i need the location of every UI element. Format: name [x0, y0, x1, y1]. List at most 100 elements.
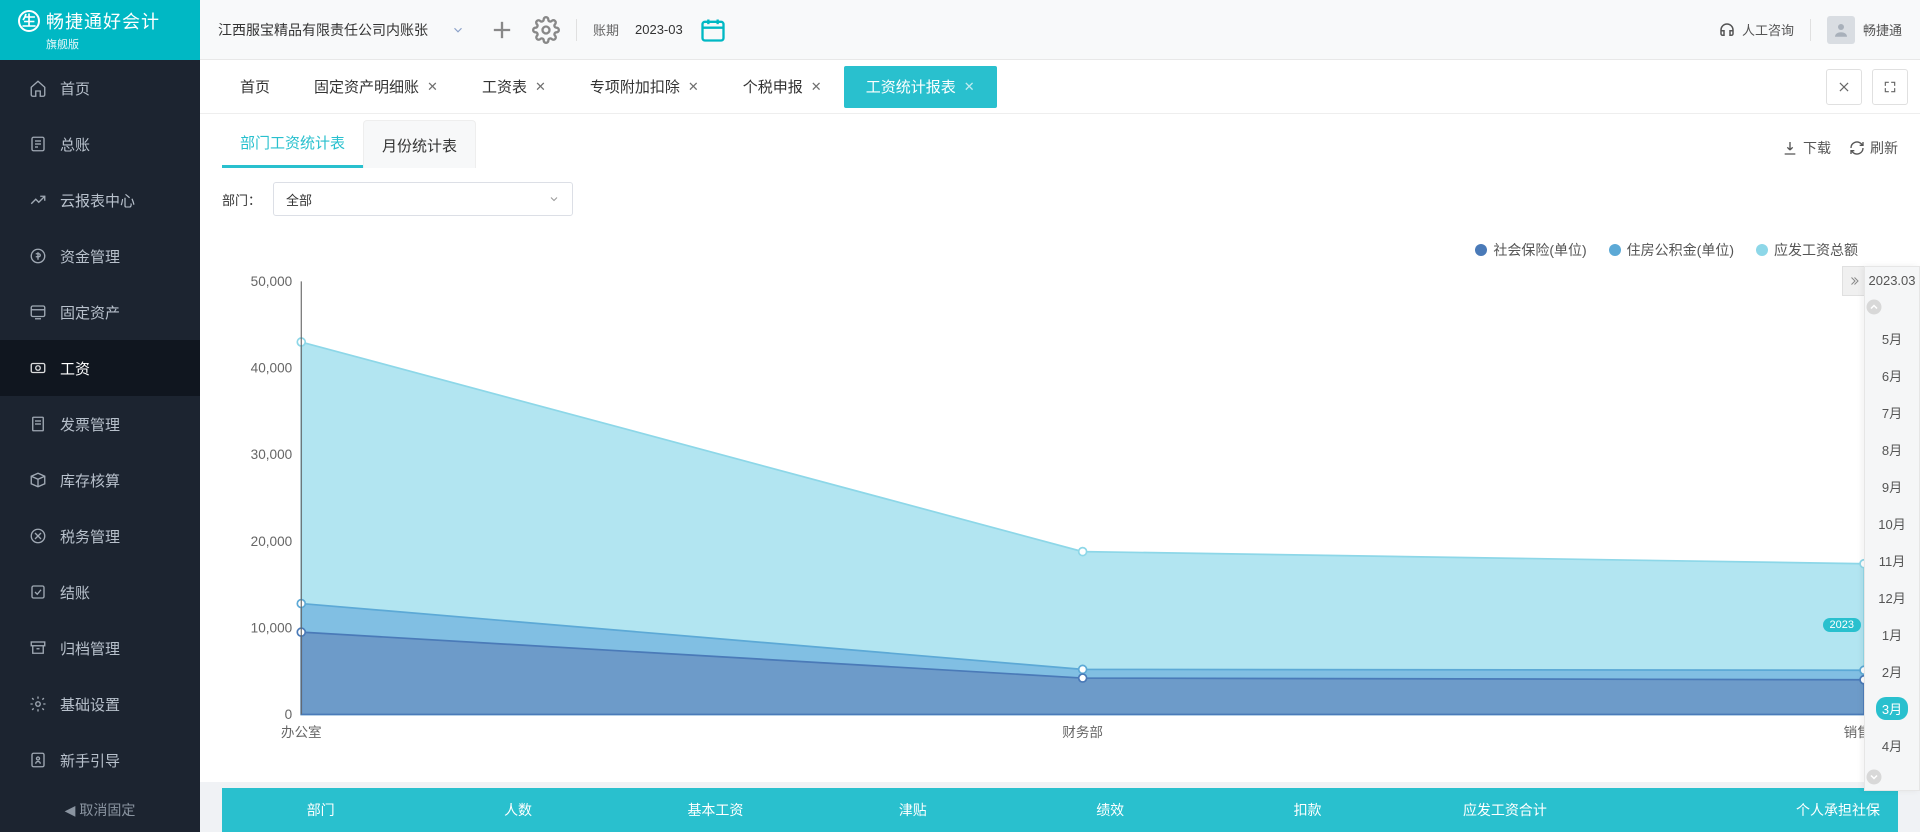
- sidebar-item-close[interactable]: 结账: [0, 564, 200, 620]
- month-item[interactable]: 4月: [1865, 727, 1919, 764]
- month-item[interactable]: 2月: [1865, 653, 1919, 690]
- sidebar-item-asset[interactable]: 固定资产: [0, 284, 200, 340]
- sidebar-item-inventory[interactable]: 库存核算: [0, 452, 200, 508]
- table-header-cell: 应发工资合计: [1406, 800, 1603, 820]
- table-header-cell: 津贴: [814, 800, 1011, 820]
- month-item[interactable]: 8月: [1865, 431, 1919, 468]
- subtab-月份统计表[interactable]: 月份统计表: [363, 120, 476, 168]
- legend-item[interactable]: 应发工资总额: [1756, 240, 1858, 260]
- sidebar-item-label: 税务管理: [60, 526, 120, 547]
- tab-close-icon[interactable]: ✕: [964, 79, 975, 95]
- brand-block: 生 畅捷通好会计 旗舰版: [0, 0, 200, 60]
- main-area: 江西服宝精品有限责任公司内账张 账期 2023-03 人工咨询: [200, 0, 1920, 832]
- tab-工资表[interactable]: 工资表 ✕: [460, 66, 568, 108]
- refresh-button[interactable]: 刷新: [1849, 138, 1898, 158]
- fullscreen-button[interactable]: [1872, 69, 1908, 105]
- pin-cancel-button[interactable]: ◀ 取消固定: [0, 788, 200, 832]
- month-panel-head: 2023.03: [1865, 267, 1919, 294]
- brand-edition: 旗舰版: [46, 36, 200, 52]
- legend-label: 住房公积金(单位): [1627, 240, 1734, 260]
- month-panel-toggle[interactable]: [1842, 266, 1864, 296]
- salary-icon: [28, 358, 48, 378]
- asset-icon: [28, 302, 48, 322]
- sidebar-item-label: 结账: [60, 582, 90, 603]
- month-selector-panel: 2023.03 5月6月7月8月9月10月11月12月1月20232月3月4月: [1864, 266, 1920, 791]
- dept-filter-label: 部门：: [222, 190, 261, 209]
- table-header-strip: 部门人数基本工资津贴绩效扣款应发工资合计个人承担社保: [222, 788, 1898, 832]
- invoice-icon: [28, 414, 48, 434]
- table-header-cell: 个人承担社保: [1604, 800, 1898, 820]
- sidebar-item-label: 新手引导: [60, 750, 120, 771]
- tab-label: 首页: [240, 76, 270, 97]
- legend-item[interactable]: 社会保险(单位): [1475, 240, 1586, 260]
- sidebar-item-home[interactable]: 首页: [0, 60, 200, 116]
- tab-首页[interactable]: 首页: [218, 66, 292, 108]
- sidebar-item-settings[interactable]: 基础设置: [0, 676, 200, 732]
- sidebar-item-tax[interactable]: 税务管理: [0, 508, 200, 564]
- month-item[interactable]: 11月: [1865, 542, 1919, 579]
- month-item[interactable]: 6月: [1865, 357, 1919, 394]
- table-header-cell: 基本工资: [617, 800, 814, 820]
- report-icon: [28, 190, 48, 210]
- chart-legend: 社会保险(单位) 住房公积金(单位) 应发工资总额: [222, 234, 1898, 270]
- chevron-down-icon: [548, 193, 560, 205]
- period-label: 账期: [593, 20, 619, 39]
- legend-label: 社会保险(单位): [1493, 240, 1586, 260]
- month-item[interactable]: 1月2023: [1865, 616, 1919, 653]
- tax-icon: [28, 526, 48, 546]
- sidebar-item-label: 资金管理: [60, 246, 120, 267]
- user-avatar[interactable]: [1827, 16, 1855, 44]
- support-button[interactable]: 人工咨询: [1718, 20, 1794, 39]
- month-item[interactable]: 12月: [1865, 579, 1919, 616]
- add-company-icon[interactable]: [488, 16, 516, 44]
- sidebar-item-salary[interactable]: 工资: [0, 340, 200, 396]
- sidebar-item-report[interactable]: 云报表中心: [0, 172, 200, 228]
- month-scroll-down[interactable]: [1865, 764, 1919, 790]
- month-item[interactable]: 5月: [1865, 320, 1919, 357]
- close-all-tabs-button[interactable]: [1826, 69, 1862, 105]
- sidebar-item-label: 云报表中心: [60, 190, 135, 211]
- month-item[interactable]: 9月: [1865, 468, 1919, 505]
- sidebar-item-archive[interactable]: 归档管理: [0, 620, 200, 676]
- sidebar-item-ledger[interactable]: 总账: [0, 116, 200, 172]
- sidebar-item-label: 总账: [60, 134, 90, 155]
- download-button[interactable]: 下载: [1782, 138, 1831, 158]
- period-value: 2023-03: [635, 22, 683, 37]
- table-header-cell: 人数: [419, 800, 616, 820]
- tab-close-icon[interactable]: ✕: [811, 79, 822, 95]
- support-label: 人工咨询: [1742, 20, 1794, 39]
- month-scroll-up[interactable]: [1865, 294, 1919, 320]
- tab-工资统计报表[interactable]: 工资统计报表 ✕: [844, 66, 997, 108]
- filter-row: 部门： 全部: [200, 168, 1920, 224]
- sidebar-item-funds[interactable]: 资金管理: [0, 228, 200, 284]
- subtab-部门工资统计表[interactable]: 部门工资统计表: [222, 118, 363, 168]
- legend-label: 应发工资总额: [1774, 240, 1858, 260]
- refresh-label: 刷新: [1870, 138, 1898, 158]
- month-item[interactable]: 10月: [1865, 505, 1919, 542]
- tab-close-icon[interactable]: ✕: [688, 79, 699, 95]
- table-header-cell: 部门: [222, 800, 419, 820]
- dept-select[interactable]: 全部: [273, 182, 573, 216]
- download-icon: [1782, 140, 1798, 156]
- company-switch-chevron-icon[interactable]: [444, 16, 472, 44]
- month-item[interactable]: 7月: [1865, 394, 1919, 431]
- open-tabs-bar: 首页 固定资产明细账 ✕工资表 ✕专项附加扣除 ✕个税申报 ✕工资统计报表 ✕: [200, 60, 1920, 114]
- tab-个税申报[interactable]: 个税申报 ✕: [721, 66, 844, 108]
- tab-固定资产明细账[interactable]: 固定资产明细账 ✕: [292, 66, 460, 108]
- dept-select-value: 全部: [286, 190, 312, 209]
- legend-dot-icon: [1609, 244, 1621, 256]
- tab-close-icon[interactable]: ✕: [535, 79, 546, 95]
- topbar: 江西服宝精品有限责任公司内账张 账期 2023-03 人工咨询: [200, 0, 1920, 60]
- sidebar: 生 畅捷通好会计 旗舰版 首页总账云报表中心资金管理固定资产工资发票管理库存核算…: [0, 0, 200, 832]
- sidebar-item-invoice[interactable]: 发票管理: [0, 396, 200, 452]
- tab-专项附加扣除[interactable]: 专项附加扣除 ✕: [568, 66, 721, 108]
- month-item[interactable]: 3月: [1865, 690, 1919, 727]
- period-calendar-icon[interactable]: [699, 16, 727, 44]
- sidebar-item-guide[interactable]: 新手引导: [0, 732, 200, 788]
- company-name: 江西服宝精品有限责任公司内账张: [218, 20, 428, 40]
- tab-close-icon[interactable]: ✕: [427, 79, 438, 95]
- settings-gear-icon[interactable]: [532, 16, 560, 44]
- legend-item[interactable]: 住房公积金(单位): [1609, 240, 1734, 260]
- svg-text:50,000: 50,000: [251, 274, 293, 289]
- svg-text:10,000: 10,000: [251, 620, 293, 635]
